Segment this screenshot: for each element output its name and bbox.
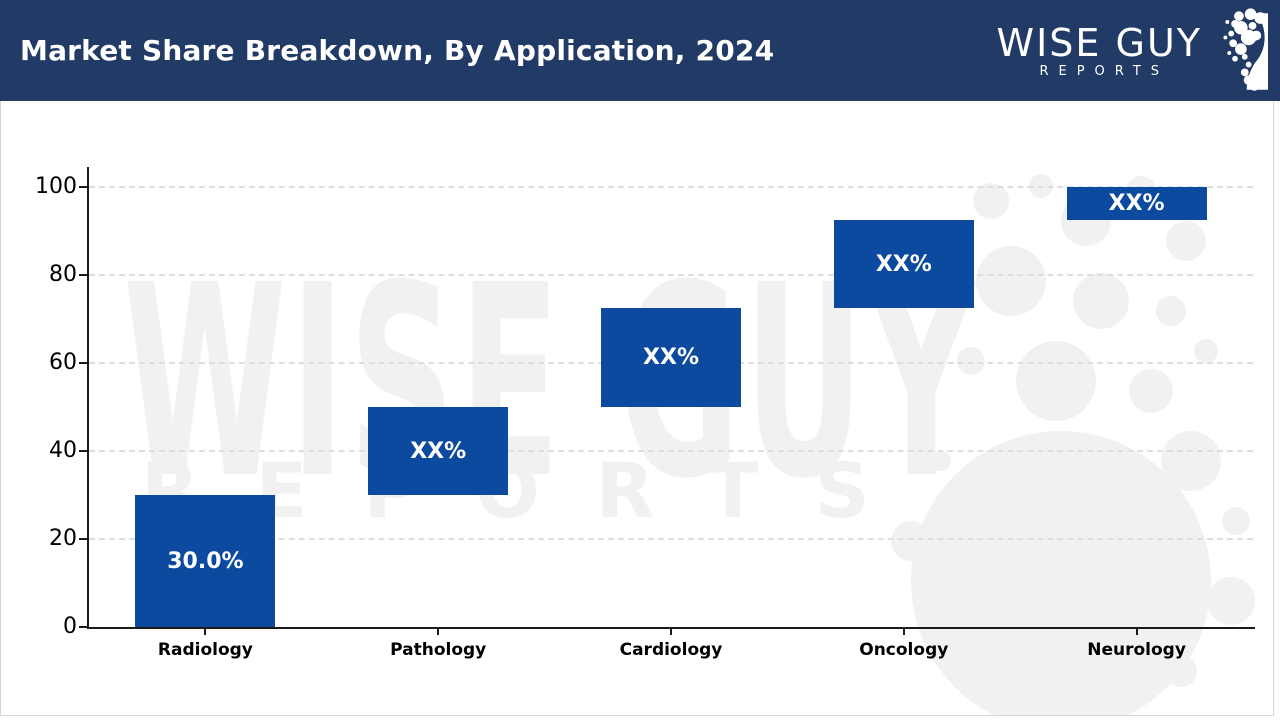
y-tick-40 [79, 450, 87, 452]
x-axis-label-cardiology: Cardiology [619, 640, 723, 660]
brand-logo: WISE GUY REPORTS [997, 0, 1268, 101]
bar-value-label: XX% [875, 251, 932, 277]
gridline-20 [89, 538, 1253, 540]
x-tick-pathology [437, 627, 440, 635]
chart-card: WISE GUY REPORTS 0 20 40 60 80 100 30.0% Radiol… [0, 101, 1274, 716]
watermark-text-1: WISE GUY [123, 229, 979, 537]
bar-radiology: 30.0% [135, 495, 276, 627]
brand-logo-text: WISE GUY REPORTS [997, 24, 1202, 78]
y-tick-label-0: 0 [63, 614, 77, 639]
x-axis-label-pathology: Pathology [390, 640, 487, 660]
brand-subtitle: REPORTS [1039, 63, 1170, 79]
gridline-40 [89, 450, 1253, 452]
bar-oncology: XX% [833, 220, 974, 308]
bar-cardiology: XX% [601, 308, 741, 407]
y-tick-80 [79, 274, 87, 276]
y-tick-label-80: 80 [49, 262, 77, 287]
x-tick-oncology [902, 627, 905, 635]
bar-value-label: XX% [1108, 191, 1165, 216]
brand-name: WISE GUY [996, 20, 1202, 65]
bar-neurology: XX% [1066, 187, 1207, 220]
x-axis-label-neurology: Neurology [1087, 640, 1186, 660]
y-tick-100 [79, 186, 87, 188]
y-tick-0 [79, 626, 87, 628]
gridline-100 [89, 186, 1253, 188]
y-tick-label-40: 40 [49, 438, 77, 463]
bar-value-label: XX% [643, 345, 699, 370]
y-tick-60 [79, 362, 87, 364]
bar-value-label: 30.0% [167, 548, 244, 574]
y-tick-20 [79, 538, 87, 540]
x-axis-line [87, 627, 1255, 629]
x-axis-label-oncology: Oncology [859, 640, 949, 660]
header-bar: Market Share Breakdown, By Application, … [0, 0, 1280, 101]
gridline-80 [89, 274, 1253, 276]
bar-pathology: XX% [368, 407, 509, 495]
brand-head-icon [1223, 7, 1268, 91]
x-tick-cardiology [670, 627, 672, 635]
plot-area: 0 20 40 60 80 100 30.0% Radiology XX% Pathology XX… [1, 101, 1273, 715]
bar-value-label: XX% [410, 438, 467, 464]
x-tick-radiology [204, 627, 207, 635]
y-axis-line [87, 167, 89, 629]
watermark-face-icon [891, 174, 1255, 715]
y-tick-label-60: 60 [49, 350, 77, 375]
x-axis-label-radiology: Radiology [157, 640, 253, 660]
page-title: Market Share Breakdown, By Application, … [20, 34, 775, 67]
y-tick-label-100: 100 [35, 174, 77, 199]
y-tick-label-20: 20 [49, 526, 77, 551]
x-tick-neurology [1135, 627, 1138, 635]
